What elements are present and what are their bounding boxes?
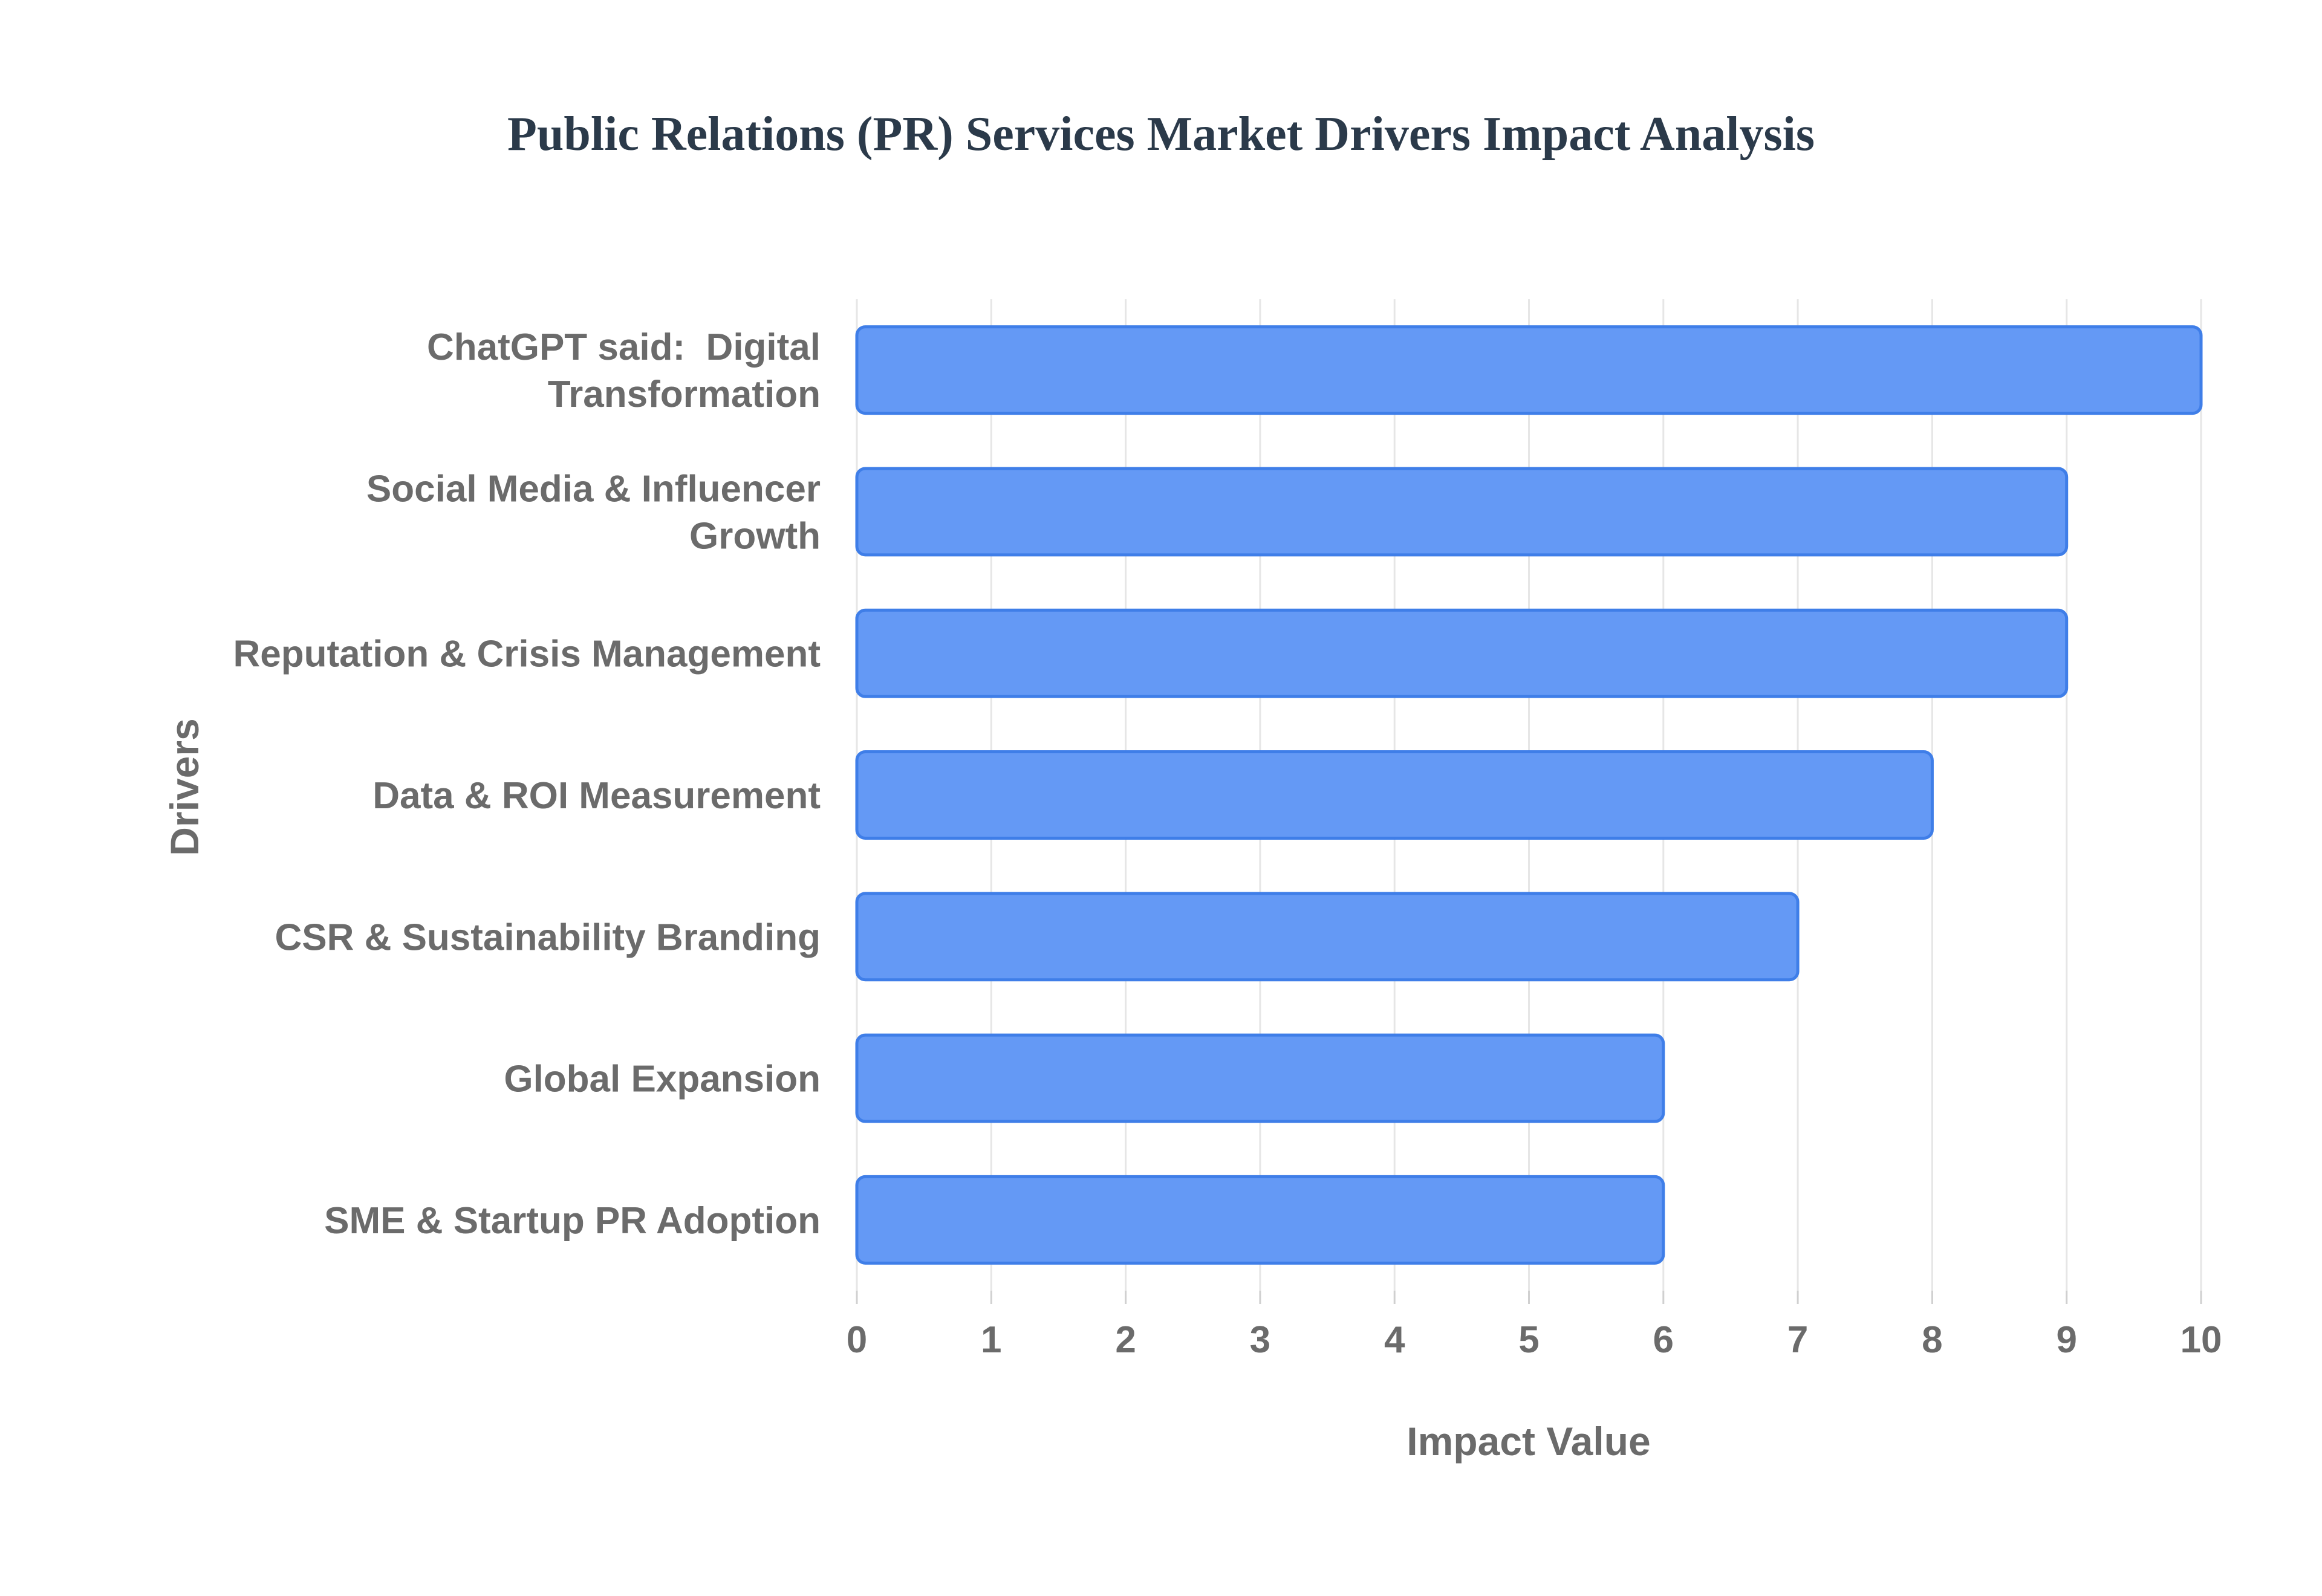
bar	[855, 325, 2203, 415]
x-tick-label: 7	[1787, 1319, 1808, 1361]
category-label: Data & ROI Measurement	[372, 775, 821, 817]
category-label: Global Expansion	[504, 1059, 821, 1100]
x-tick-label: 6	[1653, 1319, 1674, 1361]
category-label: CSR & Sustainability Branding	[275, 916, 821, 958]
category-label: SME & Startup PR Adoption	[324, 1200, 821, 1242]
x-tick-label: 9	[2056, 1319, 2076, 1361]
bars	[855, 325, 2203, 1265]
x-tick-label: 0	[847, 1319, 867, 1361]
x-tick-labels: 0 1 2 3 4 5 6 7 8 9 10	[847, 1319, 2222, 1361]
x-tick-label: 10	[2181, 1319, 2222, 1361]
bar	[855, 608, 2069, 698]
x-tick-label: 2	[1115, 1319, 1136, 1361]
category-labels: ChatGPT said: Digital Transformation Socia…	[233, 326, 821, 1242]
bar	[855, 1033, 1665, 1123]
x-tick-label: 4	[1384, 1319, 1405, 1361]
category-label: Reputation & Crisis Management	[233, 634, 821, 675]
x-tick-label: 1	[981, 1319, 1001, 1361]
bar	[855, 467, 2069, 557]
category-label: ChatGPT said: Digital Transformation	[427, 326, 821, 415]
y-axis-title: Drivers	[162, 718, 207, 856]
x-tick-label: 8	[1922, 1319, 1942, 1361]
bar	[855, 892, 1800, 982]
category-label: Social Media & Influencer Growth	[366, 468, 821, 557]
x-tick-label: 3	[1250, 1319, 1270, 1361]
x-tick-label: 5	[1518, 1319, 1539, 1361]
bar	[855, 1175, 1665, 1265]
chart-title: Public Relations (PR) Services Market Dr…	[507, 108, 1815, 161]
x-axis-title: Impact Value	[1407, 1419, 1651, 1464]
bar	[855, 750, 1934, 840]
